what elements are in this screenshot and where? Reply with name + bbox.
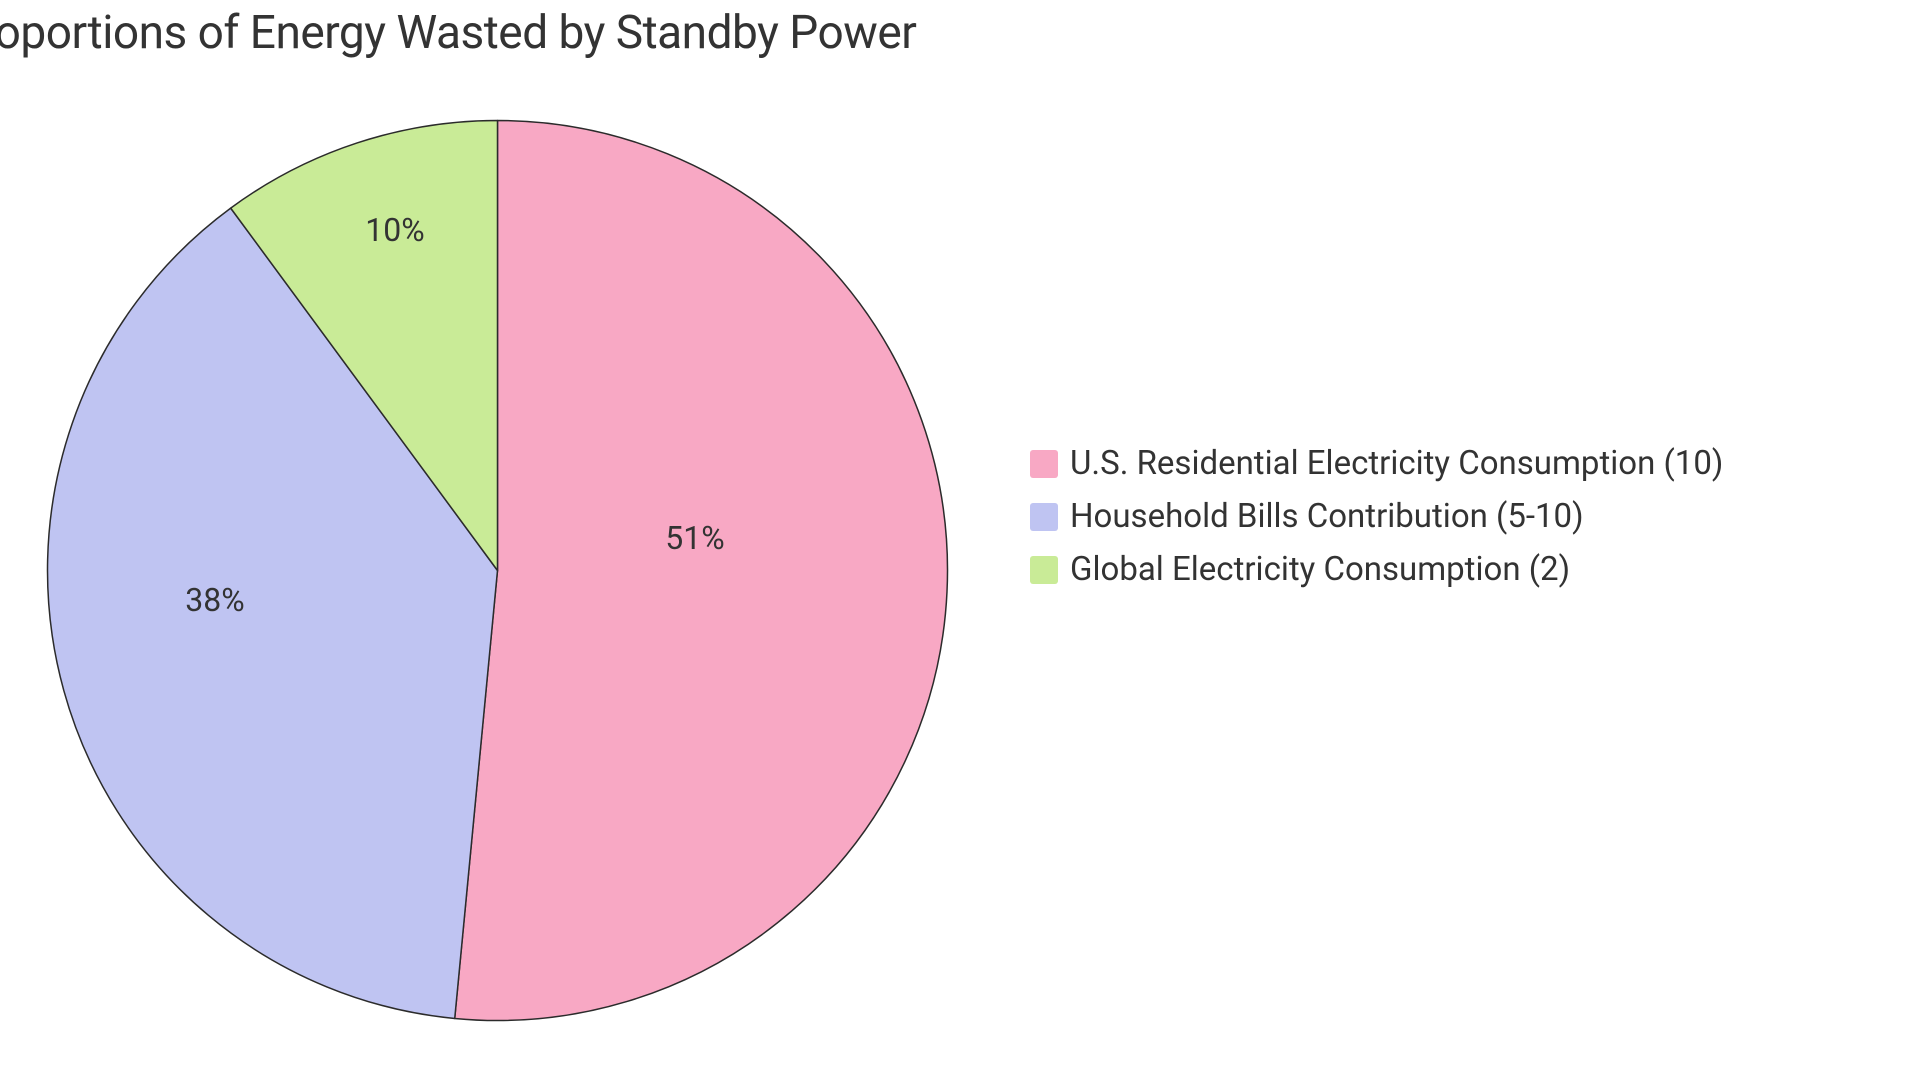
legend-label-1: Household Bills Contribution (5-10): [1070, 497, 1584, 536]
slice-label-0: 51%: [665, 519, 724, 557]
legend-swatch-0: [1030, 450, 1058, 478]
legend-swatch-2: [1030, 556, 1058, 584]
legend: U.S. Residential Electricity Consumption…: [1030, 444, 1723, 603]
slice-label-2: 10%: [365, 211, 424, 249]
pie-chart: [46, 119, 949, 1026]
chart-container: roportions of Energy Wasted by Standby P…: [0, 0, 1920, 1083]
pie-slice-0: [454, 120, 947, 1020]
legend-label-2: Global Electricity Consumption (2): [1070, 550, 1570, 589]
legend-item-0: U.S. Residential Electricity Consumption…: [1030, 444, 1723, 483]
slice-label-1: 38%: [185, 581, 244, 619]
legend-label-0: U.S. Residential Electricity Consumption…: [1070, 444, 1723, 483]
pie-svg: [46, 119, 949, 1022]
legend-item-1: Household Bills Contribution (5-10): [1030, 497, 1723, 536]
legend-item-2: Global Electricity Consumption (2): [1030, 550, 1723, 589]
chart-title: roportions of Energy Wasted by Standby P…: [0, 6, 916, 60]
legend-swatch-1: [1030, 503, 1058, 531]
